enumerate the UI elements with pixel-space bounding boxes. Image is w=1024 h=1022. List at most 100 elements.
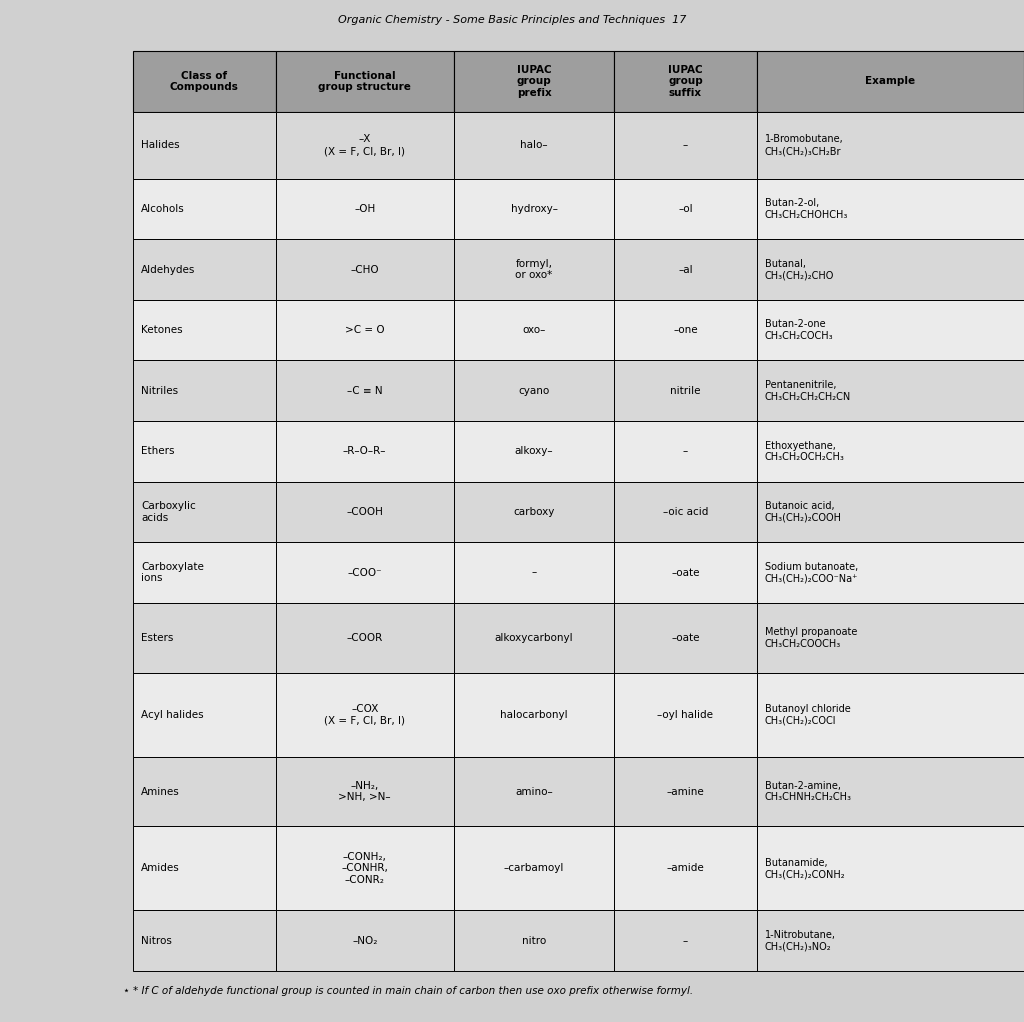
Bar [133, 361, 275, 421]
Text: –amide: –amide [667, 864, 705, 874]
Text: Butanoyl chloride
CH₃(CH₂)₂COCl: Butanoyl chloride CH₃(CH₂)₂COCl [765, 704, 851, 726]
Text: amino–: amino– [515, 787, 553, 796]
Text: –NO₂: –NO₂ [352, 935, 378, 945]
Bar [454, 179, 614, 239]
Text: Butan-2-one
CH₃CH₂COCH₃: Butan-2-one CH₃CH₂COCH₃ [765, 320, 834, 341]
Bar [614, 543, 757, 603]
Text: Butan-2-ol,
CH₃CH₂CHOHCH₃: Butan-2-ol, CH₃CH₂CHOHCH₃ [765, 198, 848, 220]
Text: IUPAC
group
prefix: IUPAC group prefix [517, 64, 551, 98]
Text: Nitros: Nitros [141, 935, 172, 945]
Text: Example: Example [865, 77, 915, 87]
Bar [454, 421, 614, 481]
Bar [133, 111, 275, 179]
Bar [454, 672, 614, 756]
Text: Amides: Amides [141, 864, 180, 874]
Bar [275, 543, 454, 603]
Text: –al: –al [678, 265, 693, 275]
Bar [614, 51, 757, 111]
Bar [275, 756, 454, 827]
Text: –oate: –oate [671, 567, 699, 577]
Bar [614, 361, 757, 421]
Text: Halides: Halides [141, 140, 180, 150]
Text: –: – [683, 140, 688, 150]
Bar [133, 603, 275, 672]
Text: Butan-2-amine,
CH₃CHNH₂CH₂CH₃: Butan-2-amine, CH₃CHNH₂CH₂CH₃ [765, 781, 852, 802]
Text: Carboxylic
acids: Carboxylic acids [141, 501, 196, 522]
Bar [757, 421, 1024, 481]
Text: halocarbonyl: halocarbonyl [500, 709, 568, 719]
Text: –COOR: –COOR [346, 633, 383, 643]
Text: Organic Chemistry - Some Basic Principles and Techniques  17: Organic Chemistry - Some Basic Principle… [338, 15, 686, 26]
Text: –oate: –oate [671, 633, 699, 643]
Bar [133, 421, 275, 481]
Bar [133, 672, 275, 756]
Bar [275, 361, 454, 421]
Bar [614, 299, 757, 361]
Text: halo–: halo– [520, 140, 548, 150]
Text: nitro: nitro [522, 935, 546, 945]
Text: –R–O–R–: –R–O–R– [343, 447, 386, 457]
Bar [757, 299, 1024, 361]
Text: –CHO: –CHO [350, 265, 379, 275]
Bar [614, 756, 757, 827]
Text: nitrile: nitrile [671, 385, 700, 396]
Bar [275, 827, 454, 911]
Text: –X
(X = F, Cl, Br, I): –X (X = F, Cl, Br, I) [325, 135, 406, 156]
Text: –COO⁻: –COO⁻ [347, 567, 382, 577]
Text: cyano: cyano [518, 385, 550, 396]
Bar [275, 672, 454, 756]
Bar [757, 911, 1024, 971]
Text: –C ≡ N: –C ≡ N [347, 385, 383, 396]
Text: Butanoic acid,
CH₃(CH₂)₂COOH: Butanoic acid, CH₃(CH₂)₂COOH [765, 501, 842, 522]
Bar [614, 911, 757, 971]
Text: Carboxylate
ions: Carboxylate ions [141, 562, 204, 584]
Bar [133, 911, 275, 971]
Bar [757, 239, 1024, 299]
Text: Ethers: Ethers [141, 447, 175, 457]
Text: oxo–: oxo– [522, 325, 546, 335]
Text: Functional
group structure: Functional group structure [318, 71, 412, 92]
Bar [454, 299, 614, 361]
Bar [454, 111, 614, 179]
Bar [275, 179, 454, 239]
Bar [454, 911, 614, 971]
Text: Ketones: Ketones [141, 325, 183, 335]
Text: –NH₂,
>NH, >N–: –NH₂, >NH, >N– [339, 781, 391, 802]
Bar [275, 299, 454, 361]
Bar [275, 603, 454, 672]
Bar [275, 239, 454, 299]
Bar [614, 603, 757, 672]
Text: –: – [683, 447, 688, 457]
Text: –OH: –OH [354, 204, 376, 214]
Bar [275, 111, 454, 179]
Bar [757, 179, 1024, 239]
Bar [757, 756, 1024, 827]
Text: Class of
Compounds: Class of Compounds [170, 71, 239, 92]
Bar [133, 51, 275, 111]
Bar [757, 543, 1024, 603]
Text: hydroxy–: hydroxy– [511, 204, 557, 214]
Bar [454, 827, 614, 911]
Bar [614, 827, 757, 911]
Text: –: – [531, 567, 537, 577]
Text: Acyl halides: Acyl halides [141, 709, 204, 719]
Bar [614, 239, 757, 299]
Text: –one: –one [673, 325, 697, 335]
Bar [757, 361, 1024, 421]
Bar [133, 756, 275, 827]
Bar [757, 672, 1024, 756]
Bar [133, 481, 275, 543]
Bar [454, 543, 614, 603]
Bar [133, 543, 275, 603]
Bar [614, 481, 757, 543]
Text: Esters: Esters [141, 633, 174, 643]
Text: –oyl halide: –oyl halide [657, 709, 714, 719]
Bar [454, 481, 614, 543]
Bar [454, 603, 614, 672]
Text: 1-Bromobutane,
CH₃(CH₂)₃CH₂Br: 1-Bromobutane, CH₃(CH₂)₃CH₂Br [765, 135, 844, 156]
Bar [757, 827, 1024, 911]
Bar [614, 672, 757, 756]
Bar [275, 481, 454, 543]
Bar [614, 179, 757, 239]
Text: carboxy: carboxy [513, 507, 555, 517]
